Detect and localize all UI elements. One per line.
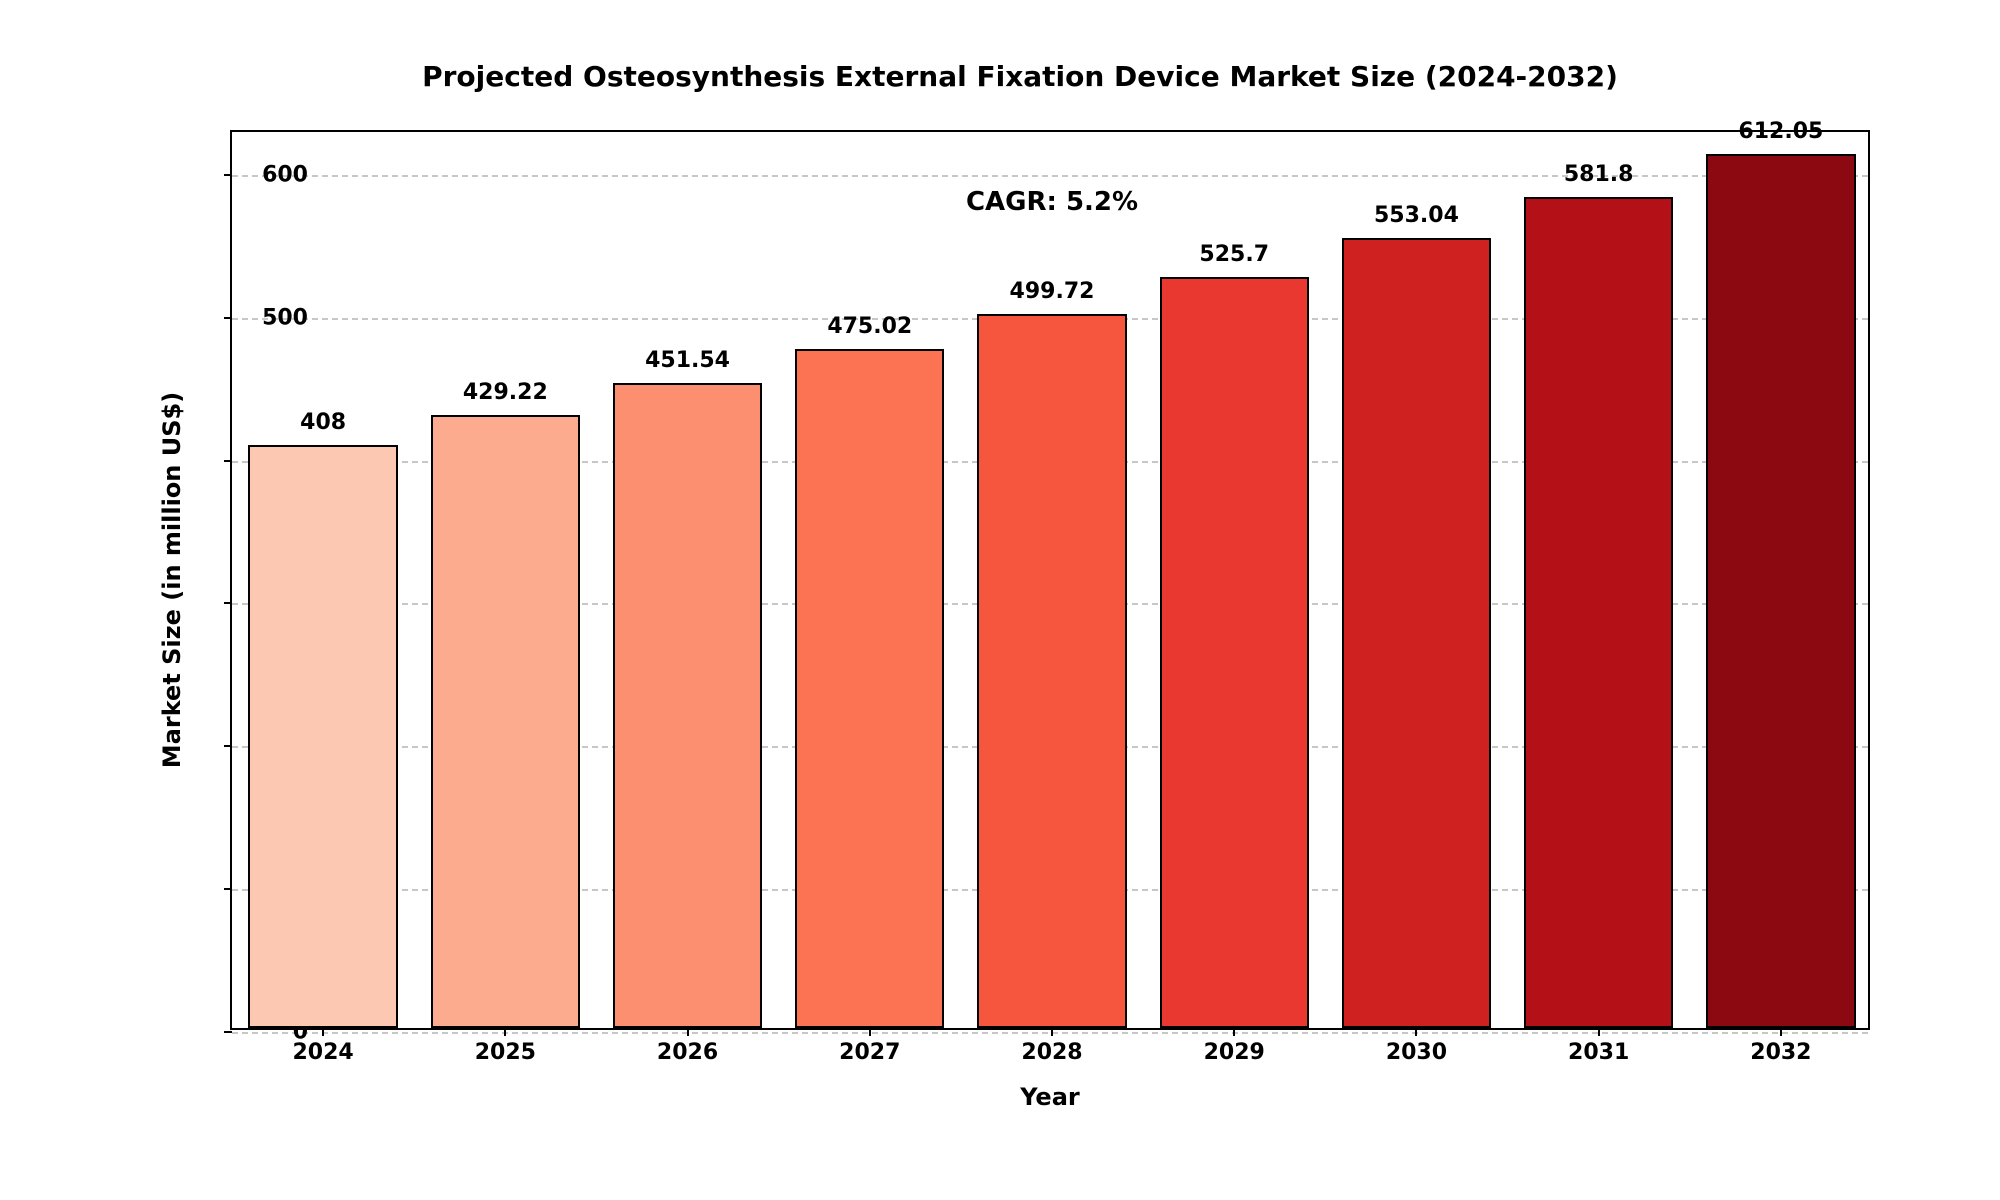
chart-container: Projected Osteosynthesis External Fixati… (140, 60, 1900, 1120)
x-tick-label: 2025 (475, 1040, 536, 1065)
y-tick-label: 500 (262, 305, 308, 330)
y-tick-mark (224, 602, 232, 604)
bar (1160, 277, 1309, 1028)
bar (977, 314, 1126, 1028)
x-tick-label: 2027 (839, 1040, 900, 1065)
x-tick-mark (687, 1028, 689, 1036)
x-tick-mark (1780, 1028, 1782, 1036)
x-tick-mark (1233, 1028, 1235, 1036)
bar (1706, 154, 1855, 1028)
cagr-annotation: CAGR: 5.2% (966, 187, 1138, 217)
bar-value-label: 408 (300, 410, 346, 435)
x-tick-label: 2026 (657, 1040, 718, 1065)
bar-value-label: 553.04 (1374, 203, 1459, 228)
y-tick-mark (224, 745, 232, 747)
bar-value-label: 525.7 (1199, 242, 1269, 267)
y-tick-mark (224, 888, 232, 890)
bar-value-label: 429.22 (463, 380, 548, 405)
bar-value-label: 612.05 (1738, 119, 1823, 144)
bar (795, 349, 944, 1028)
y-axis-label: Market Size (in million US$) (158, 392, 186, 768)
plot-area: Market Size (in million US$) Year CAGR: … (230, 130, 1870, 1030)
bar-value-label: 499.72 (1010, 279, 1095, 304)
bar-value-label: 451.54 (645, 348, 730, 373)
x-tick-mark (1415, 1028, 1417, 1036)
x-tick-label: 2030 (1386, 1040, 1447, 1065)
x-tick-label: 2029 (1204, 1040, 1265, 1065)
y-tick-mark (224, 460, 232, 462)
bar (1342, 238, 1491, 1028)
y-tick-mark (224, 174, 232, 176)
bar (248, 445, 397, 1028)
y-tick-mark (224, 317, 232, 319)
x-axis-label: Year (1020, 1083, 1079, 1111)
x-tick-mark (1051, 1028, 1053, 1036)
bar (431, 415, 580, 1028)
bar-value-label: 475.02 (827, 314, 912, 339)
x-tick-mark (869, 1028, 871, 1036)
x-tick-mark (504, 1028, 506, 1036)
x-tick-label: 2024 (292, 1040, 353, 1065)
bar (1524, 197, 1673, 1028)
y-tick-mark (224, 1031, 232, 1033)
grid-line (232, 1032, 1868, 1034)
y-tick-label: 600 (262, 162, 308, 187)
chart-title: Projected Osteosynthesis External Fixati… (140, 60, 1900, 93)
x-tick-label: 2028 (1021, 1040, 1082, 1065)
bar-value-label: 581.8 (1564, 162, 1634, 187)
x-tick-label: 2032 (1750, 1040, 1811, 1065)
x-tick-mark (322, 1028, 324, 1036)
x-tick-mark (1598, 1028, 1600, 1036)
x-tick-label: 2031 (1568, 1040, 1629, 1065)
bar (613, 383, 762, 1028)
